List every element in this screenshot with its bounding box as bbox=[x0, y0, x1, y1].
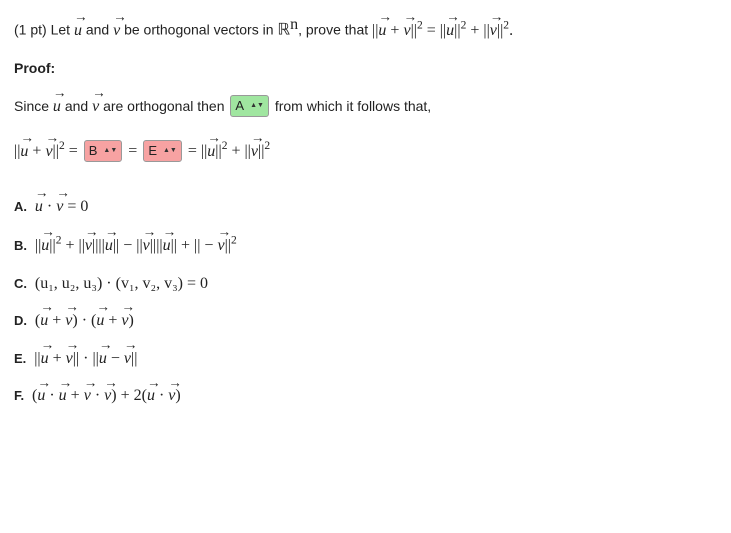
line1-b: and bbox=[65, 98, 92, 114]
choice-c-expr: (u₁, u₂, u₃) · (v₁, v₂, v₃) = 0 bbox=[35, 275, 208, 292]
equation-statement: ||→u + →v||2 = ||→u||2 + ||→v||2. bbox=[372, 22, 513, 39]
choice-f-expr: (→u · →u + →v · →v) + 2(→u · →v) bbox=[32, 387, 181, 404]
tuple1: (u₁, u₂, u₃) bbox=[35, 275, 102, 292]
stepper-icon: ▲▼ bbox=[163, 148, 177, 153]
stepper-icon: ▲▼ bbox=[103, 148, 117, 153]
choice-e: E. ||→u + →v|| · ||→u − →v|| bbox=[14, 346, 717, 372]
choice-f-label: F. bbox=[14, 388, 24, 403]
choice-d-label: D. bbox=[14, 313, 27, 328]
tuple2: (v₁, v₂, v₃) bbox=[116, 275, 183, 292]
selector-b[interactable]: B ▲▼ bbox=[84, 140, 123, 162]
vector-u: →u bbox=[53, 94, 61, 120]
eq0: = 0 bbox=[183, 275, 208, 292]
stepper-icon: ▲▼ bbox=[250, 103, 264, 108]
problem-prompt: (1 pt) Let →u and →v be orthogonal vecto… bbox=[14, 12, 717, 43]
choice-f: F. (→u · →u + →v · →v) + 2(→u · →v) bbox=[14, 383, 717, 409]
proof-label: Proof: bbox=[14, 57, 717, 79]
choice-e-expr: ||→u + →v|| · ||→u − →v|| bbox=[34, 350, 137, 367]
prompt-text-b: and bbox=[86, 22, 113, 38]
choice-a-expr: →u · →v = 0 bbox=[35, 198, 88, 215]
choice-c-label: C. bbox=[14, 276, 27, 291]
selector-e[interactable]: E ▲▼ bbox=[143, 140, 182, 162]
choices-list: A. →u · →v = 0 B. ||→u||2 + ||→v||||→u||… bbox=[14, 194, 717, 409]
choice-b: B. ||→u||2 + ||→v||||→u|| − ||→v||||→u||… bbox=[14, 232, 717, 259]
choice-a-label: A. bbox=[14, 199, 27, 214]
proof-line-1: Since →u and →v are orthogonal then A ▲▼… bbox=[14, 94, 717, 120]
vector-v: →v bbox=[92, 94, 99, 120]
choice-b-expr: ||→u||2 + ||→v||||→u|| − ||→v||||→u|| + … bbox=[35, 237, 237, 254]
vector-u: →u bbox=[74, 18, 82, 44]
points: (1 pt) bbox=[14, 22, 47, 38]
line1-d: from which it follows that, bbox=[275, 98, 431, 114]
selector-e-label: E bbox=[148, 141, 157, 162]
prompt-text-a: Let bbox=[51, 22, 74, 38]
selector-b-label: B bbox=[89, 141, 98, 162]
prompt-text-c: be orthogonal vectors in bbox=[124, 22, 277, 38]
choice-d-expr: (→u + →v) · (→u + →v) bbox=[35, 312, 134, 329]
choice-a: A. →u · →v = 0 bbox=[14, 194, 717, 220]
choice-e-label: E. bbox=[14, 351, 26, 366]
dot: · bbox=[102, 275, 115, 292]
selector-a-label: A bbox=[235, 96, 244, 117]
choice-d: D. (→u + →v) · (→u + →v) bbox=[14, 308, 717, 334]
space-symbol: ℝ bbox=[277, 22, 290, 39]
selector-a[interactable]: A ▲▼ bbox=[230, 95, 269, 117]
proof-line-2: ||→u + →v||2 = B ▲▼ = E ▲▼ = ||→u||2 + |… bbox=[14, 137, 717, 164]
choice-c: C. (u₁, u₂, u₃) · (v₁, v₂, v₃) = 0 bbox=[14, 271, 717, 297]
choice-b-label: B. bbox=[14, 238, 27, 253]
line1-c: are orthogonal then bbox=[103, 98, 228, 114]
space-sup: n bbox=[290, 16, 298, 33]
vector-v: →v bbox=[113, 18, 120, 44]
line1-a: Since bbox=[14, 98, 53, 114]
prompt-text-d: , prove that bbox=[298, 22, 372, 38]
